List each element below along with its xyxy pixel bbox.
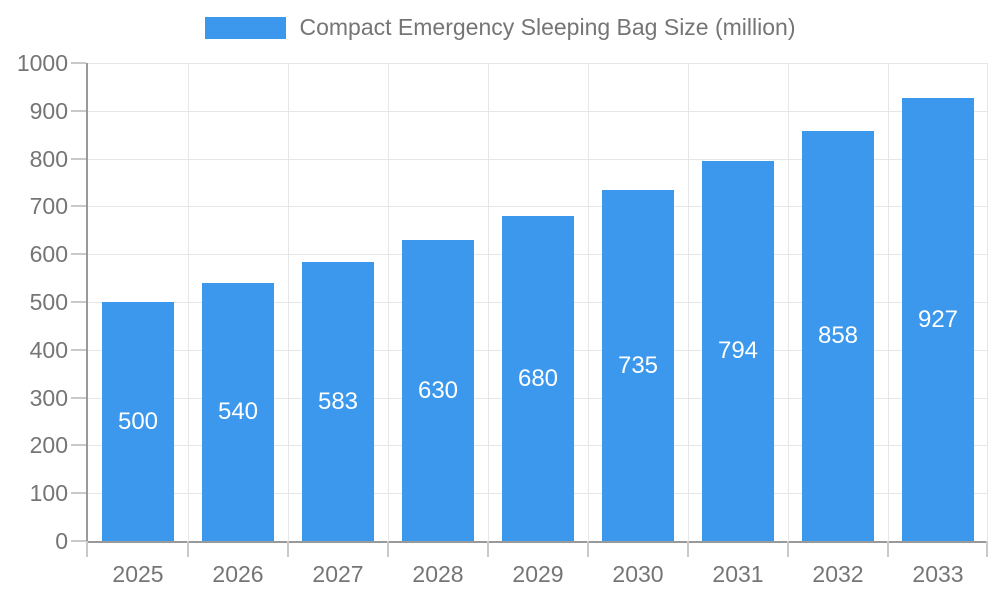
x-tick-mark: [687, 541, 689, 557]
bar-value-label: 583: [317, 387, 359, 415]
bar[interactable]: 680: [502, 216, 574, 541]
x-tick-mark: [187, 541, 189, 557]
x-tick-mark: [287, 541, 289, 557]
y-tick-mark: [71, 205, 86, 207]
x-tick-label: 2025: [112, 561, 164, 587]
plot-area: 0 100 200 300 400 500 600 700 800 900 1000 500 2025 5…: [17, 50, 988, 587]
y-tick-mark: [71, 492, 86, 494]
x-tick-label: 2033: [912, 561, 964, 587]
y-tick-label: 500: [29, 289, 68, 315]
gridline-horizontal: [88, 63, 988, 64]
bar-value-label: 630: [417, 376, 459, 404]
x-tick-label: 2027: [312, 561, 364, 587]
x-tick-label: 2028: [412, 561, 464, 587]
x-tick-label: 2026: [212, 561, 264, 587]
bar[interactable]: 794: [702, 161, 774, 541]
bar-value-label: 540: [217, 398, 259, 425]
y-tick-mark: [71, 540, 86, 542]
y-tick-label: 400: [29, 337, 68, 363]
gridline-vertical: [987, 63, 988, 541]
y-tick-label: 0: [55, 528, 68, 554]
bar[interactable]: 927: [902, 98, 974, 541]
y-tick-mark: [71, 301, 86, 303]
y-tick-mark: [71, 110, 86, 112]
gridline-vertical: [688, 63, 689, 541]
bar[interactable]: 540: [202, 283, 274, 541]
y-tick-mark: [71, 349, 86, 351]
gridline-vertical: [788, 63, 789, 541]
y-tick-label: 100: [29, 480, 68, 506]
bar-value-label: 927: [917, 305, 959, 333]
x-tick-mark: [787, 541, 789, 557]
gridline-vertical: [888, 63, 889, 541]
x-tick-mark: [487, 541, 489, 557]
gridline-horizontal: [88, 159, 988, 160]
bar-value-label: 794: [717, 337, 759, 364]
y-tick-label: 1000: [16, 50, 68, 76]
y-tick-label: 600: [29, 241, 68, 267]
bar-value-label: 735: [617, 351, 659, 379]
bar[interactable]: 583: [302, 262, 374, 541]
legend-label: Compact Emergency Sleeping Bag Size (mil…: [299, 14, 796, 40]
legend-swatch: [204, 16, 286, 39]
bar[interactable]: 630: [402, 240, 474, 541]
bar[interactable]: 500: [102, 302, 174, 541]
gridline-vertical: [288, 63, 289, 541]
gridline-horizontal: [88, 111, 988, 112]
gridline-horizontal: [88, 206, 988, 207]
gridline-vertical: [188, 63, 189, 541]
x-tick-label: 2032: [812, 561, 864, 587]
x-tick-label: 2029: [512, 561, 564, 587]
x-tick-mark: [387, 541, 389, 557]
y-tick-mark: [71, 62, 86, 64]
y-tick-label: 300: [29, 385, 68, 411]
y-tick-mark: [71, 397, 86, 399]
y-tick-label: 700: [29, 193, 68, 219]
x-tick-mark: [887, 541, 889, 557]
y-tick-label: 900: [29, 98, 68, 124]
bar[interactable]: 858: [802, 131, 874, 541]
x-tick-mark: [86, 541, 88, 557]
gridline-vertical: [388, 63, 389, 541]
x-tick-label: 2031: [712, 561, 764, 587]
x-tick-mark: [986, 541, 988, 557]
y-tick-label: 200: [29, 432, 68, 458]
gridline-vertical: [588, 63, 589, 541]
bar-value-label: 500: [117, 407, 159, 435]
bar[interactable]: 735: [602, 190, 674, 541]
bar-value-label: 858: [817, 322, 859, 349]
y-tick-mark: [71, 158, 86, 160]
y-tick-mark: [71, 253, 86, 255]
bar-value-label: 680: [517, 364, 559, 392]
x-tick-mark: [587, 541, 589, 557]
gridline-vertical: [488, 63, 489, 541]
x-tick-label: 2030: [612, 561, 664, 587]
legend[interactable]: Compact Emergency Sleeping Bag Size (mil…: [0, 14, 1000, 41]
y-tick-label: 800: [29, 146, 68, 172]
y-tick-mark: [71, 444, 86, 446]
